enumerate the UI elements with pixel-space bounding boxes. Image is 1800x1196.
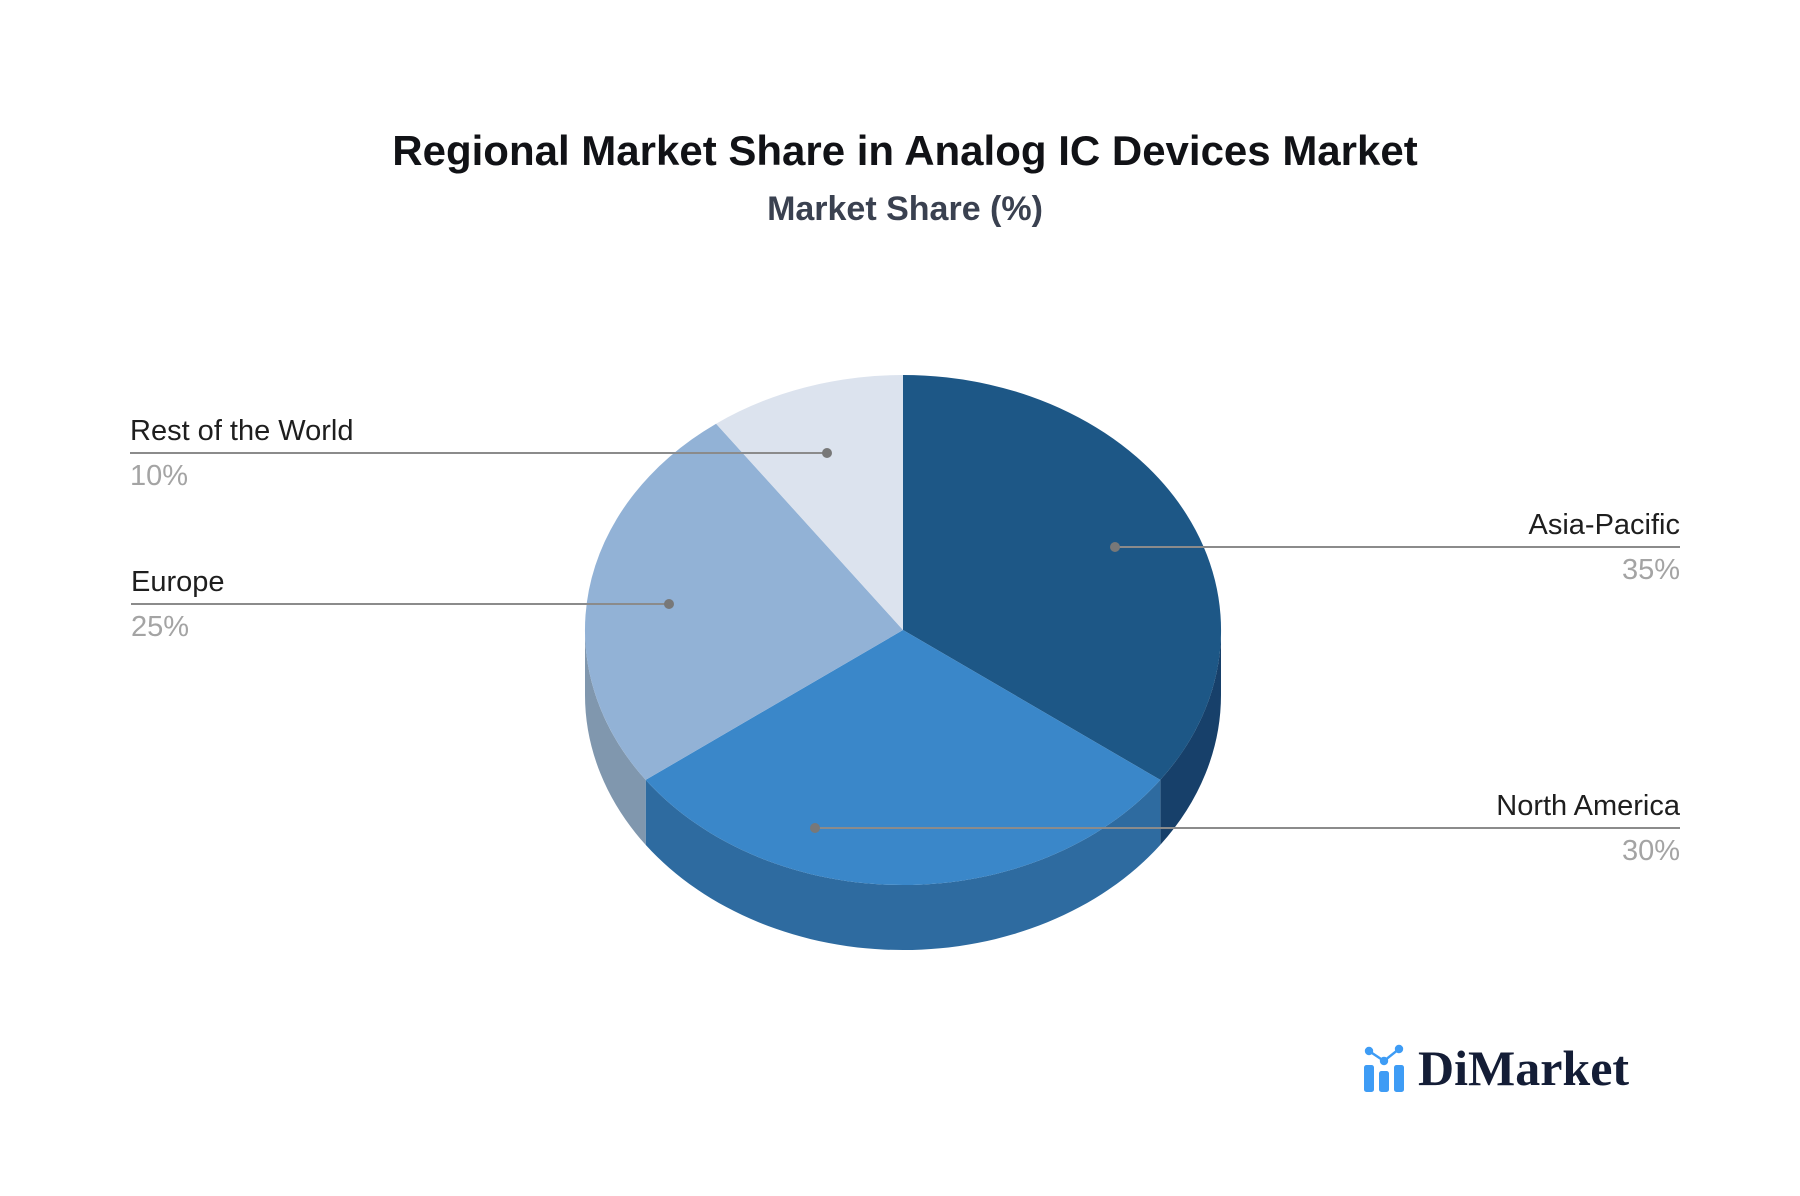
slice-value: 25% [131,611,190,643]
leader-dot [822,448,832,458]
callout-europe: Europe 25% [131,565,674,644]
leader-dot [1110,542,1120,552]
bar-line-chart-icon [1364,1044,1404,1092]
pie-slice-asia-pacific[interactable] [903,375,1222,780]
logo-text: DiMarket [1418,1040,1630,1096]
callout-asia-pacific: Asia-Pacific 35% [1110,508,1681,587]
callout-north-america: North America 30% [810,789,1680,868]
leader-line [131,599,674,609]
pie-side-asia-pacific [1160,630,1221,845]
slice-label: Asia-Pacific [1528,509,1681,541]
pie-slice-north-america[interactable] [645,630,1161,886]
callout-rest-of-the-world: Rest of the World 10% [130,414,832,493]
dimarket-logo[interactable]: DiMarket [1362,1038,1692,1100]
slice-value: 30% [1621,835,1680,867]
leader-dot [810,823,820,833]
slice-label: Europe [131,566,225,598]
slice-label: Rest of the World [130,415,354,447]
chart-subtitle: Market Share (%) [767,190,1043,228]
leader-line [130,448,832,458]
pie-slice-rest-of-the-world[interactable] [716,375,903,630]
chart-title: Regional Market Share in Analog IC Devic… [392,127,1418,174]
slice-value: 35% [1621,554,1680,586]
pie-side-north-america [645,779,1161,951]
pie-slice-europe[interactable] [584,423,903,780]
leader-line [1110,542,1680,552]
slice-value: 10% [130,460,189,492]
pie-side-europe [585,630,646,845]
leader-line [810,823,1680,833]
leader-dot [664,599,674,609]
slice-label: North America [1496,790,1680,822]
